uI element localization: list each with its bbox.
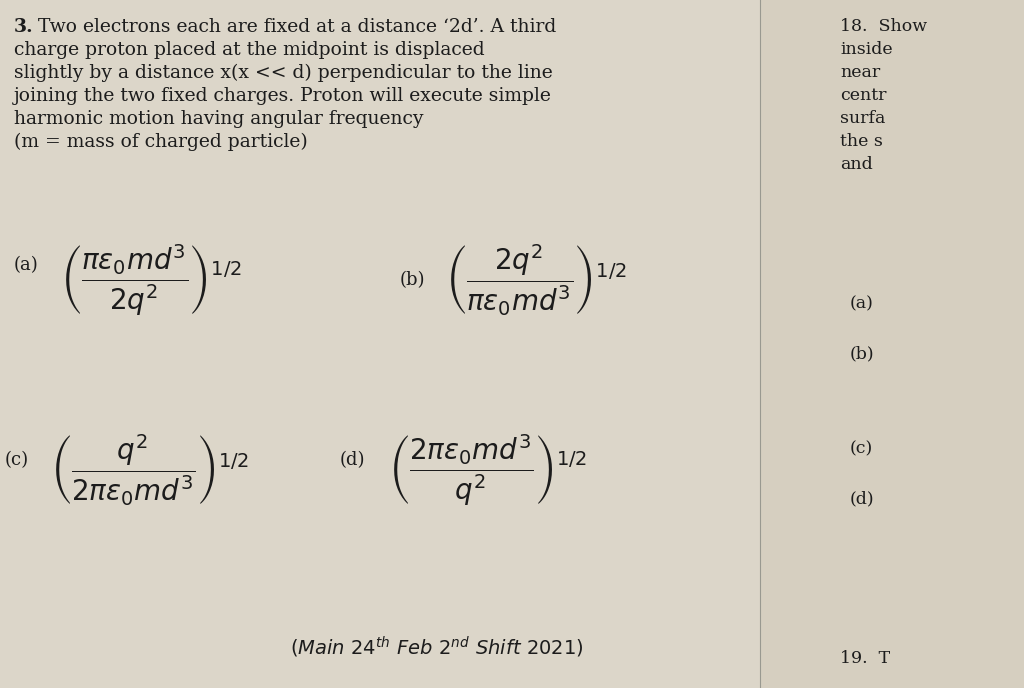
Text: 18.  Show: 18. Show bbox=[840, 18, 927, 35]
Text: (d): (d) bbox=[850, 490, 874, 507]
Text: charge proton placed at the midpoint is displaced: charge proton placed at the midpoint is … bbox=[14, 41, 484, 59]
Text: 19.  T: 19. T bbox=[840, 650, 890, 667]
Text: 3.: 3. bbox=[14, 18, 34, 36]
Text: (c): (c) bbox=[5, 451, 29, 469]
Text: slightly by a distance x(x << d) perpendicular to the line: slightly by a distance x(x << d) perpend… bbox=[14, 64, 553, 83]
Text: $\left(\dfrac{2q^2}{\pi\varepsilon_0 md^3}\right)^{1/2}$: $\left(\dfrac{2q^2}{\pi\varepsilon_0 md^… bbox=[445, 242, 627, 318]
Text: $\left(\dfrac{\pi\varepsilon_0 md^3}{2q^2}\right)^{1/2}$: $\left(\dfrac{\pi\varepsilon_0 md^3}{2q^… bbox=[60, 242, 242, 318]
Text: Two electrons each are fixed at a distance ‘2d’. A third: Two electrons each are fixed at a distan… bbox=[38, 18, 556, 36]
Text: $\left(\dfrac{q^2}{2\pi\varepsilon_0 md^3}\right)^{1/2}$: $\left(\dfrac{q^2}{2\pi\varepsilon_0 md^… bbox=[50, 432, 249, 508]
Text: harmonic motion having angular frequency: harmonic motion having angular frequency bbox=[14, 110, 424, 128]
Text: $(Main\ 24^{th}\ Feb\ 2^{nd}\ Shift\ 2021)$: $(Main\ 24^{th}\ Feb\ 2^{nd}\ Shift\ 202… bbox=[290, 635, 584, 660]
Text: (c): (c) bbox=[850, 440, 873, 457]
Text: $\left(\dfrac{2\pi\varepsilon_0 md^3}{q^2}\right)^{1/2}$: $\left(\dfrac{2\pi\varepsilon_0 md^3}{q^… bbox=[388, 432, 587, 508]
Text: near: near bbox=[840, 64, 881, 81]
Text: (a): (a) bbox=[850, 295, 873, 312]
Text: centr: centr bbox=[840, 87, 887, 104]
Text: (d): (d) bbox=[340, 451, 366, 469]
Text: and: and bbox=[840, 156, 872, 173]
Bar bbox=[0, 0, 760, 688]
Text: (b): (b) bbox=[850, 345, 874, 362]
Text: (b): (b) bbox=[400, 271, 426, 289]
Text: surfa: surfa bbox=[840, 110, 886, 127]
Text: the s: the s bbox=[840, 133, 883, 150]
Text: (m = mass of charged particle): (m = mass of charged particle) bbox=[14, 133, 308, 151]
Text: inside: inside bbox=[840, 41, 893, 58]
Text: (a): (a) bbox=[14, 256, 39, 274]
Text: joining the two fixed charges. Proton will execute simple: joining the two fixed charges. Proton wi… bbox=[14, 87, 552, 105]
